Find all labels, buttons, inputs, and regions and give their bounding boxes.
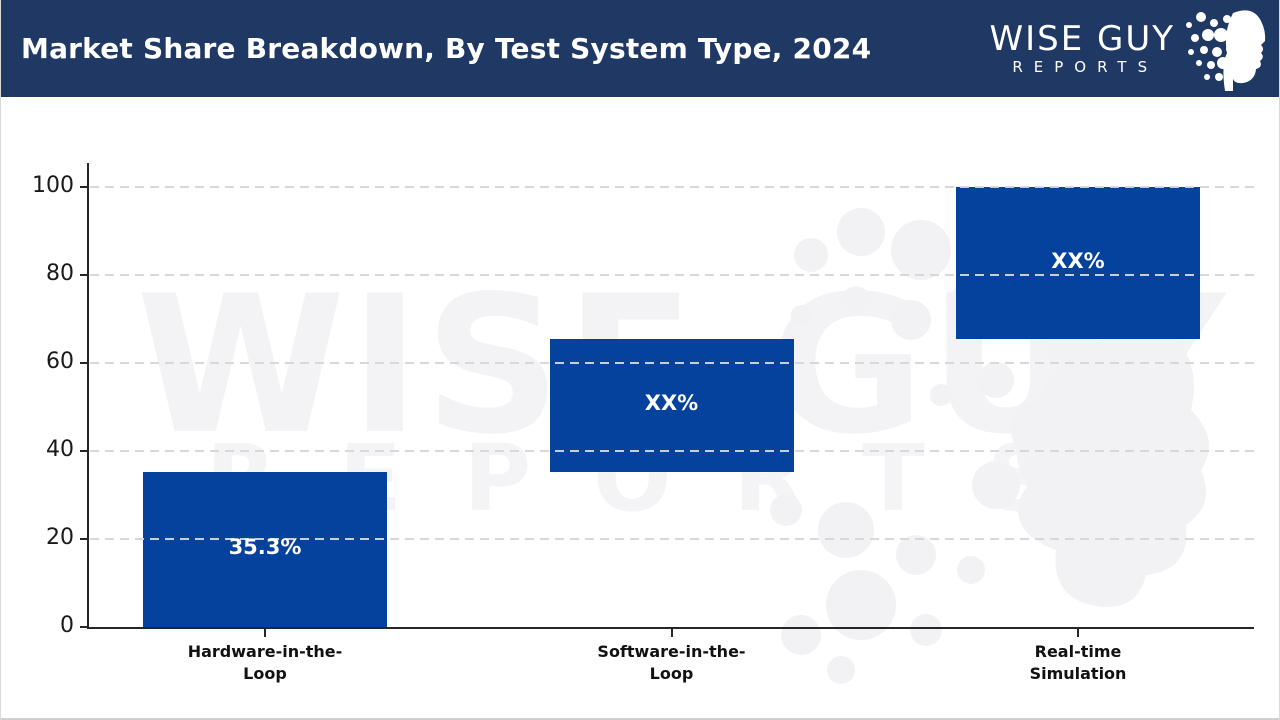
bar-value-label-3: XX% bbox=[1051, 248, 1105, 273]
y-tick-label-100: 100 bbox=[32, 173, 74, 198]
x-tick-2 bbox=[670, 629, 673, 637]
gridline-40 bbox=[90, 450, 1254, 452]
brand-name: WISE GUY bbox=[989, 19, 1175, 59]
x-category-label-1: Hardware-in-the- Loop bbox=[187, 642, 343, 683]
y-tick-label-80: 80 bbox=[46, 261, 74, 286]
y-axis-line bbox=[87, 163, 89, 629]
gridline-100 bbox=[90, 186, 1254, 188]
y-tick-label-20: 20 bbox=[46, 525, 74, 550]
gridline-60 bbox=[90, 362, 1254, 364]
y-tick-40 bbox=[80, 450, 87, 452]
y-tick-label-40: 40 bbox=[46, 437, 74, 462]
brand-logo-text: WISE GUY REPORTS bbox=[989, 22, 1175, 75]
x-category-label-3: Real-time Simulation bbox=[1029, 642, 1127, 683]
y-tick-0 bbox=[80, 626, 87, 628]
bar-value-label-2: XX% bbox=[644, 391, 699, 416]
y-tick-100 bbox=[80, 186, 87, 188]
dotted-head-icon bbox=[1186, 9, 1266, 91]
gridline-80 bbox=[90, 274, 1254, 276]
y-tick-80 bbox=[80, 274, 87, 276]
brand-logo: WISE GUY REPORTS bbox=[989, 5, 1279, 93]
x-axis-line bbox=[87, 627, 1254, 629]
header-bar: Market Share Breakdown, By Test System T… bbox=[1, 0, 1279, 97]
bar-1 bbox=[143, 471, 387, 627]
gridline-20 bbox=[90, 538, 1254, 540]
y-tick-label-60: 60 bbox=[46, 349, 74, 374]
y-tick-20 bbox=[80, 538, 87, 540]
x-category-label-2: Software-in-the- Loop bbox=[597, 642, 746, 683]
x-tick-3 bbox=[1077, 629, 1079, 637]
bar-value-label-1: 35.3% bbox=[228, 535, 302, 560]
y-tick-60 bbox=[80, 362, 87, 364]
y-tick-label-0: 0 bbox=[60, 613, 74, 638]
brand-subname: REPORTS bbox=[1012, 58, 1159, 76]
bar-3 bbox=[956, 187, 1200, 339]
x-tick-1 bbox=[264, 629, 266, 637]
bar-2 bbox=[549, 338, 794, 472]
page-title: Market Share Breakdown, By Test System T… bbox=[21, 32, 872, 65]
